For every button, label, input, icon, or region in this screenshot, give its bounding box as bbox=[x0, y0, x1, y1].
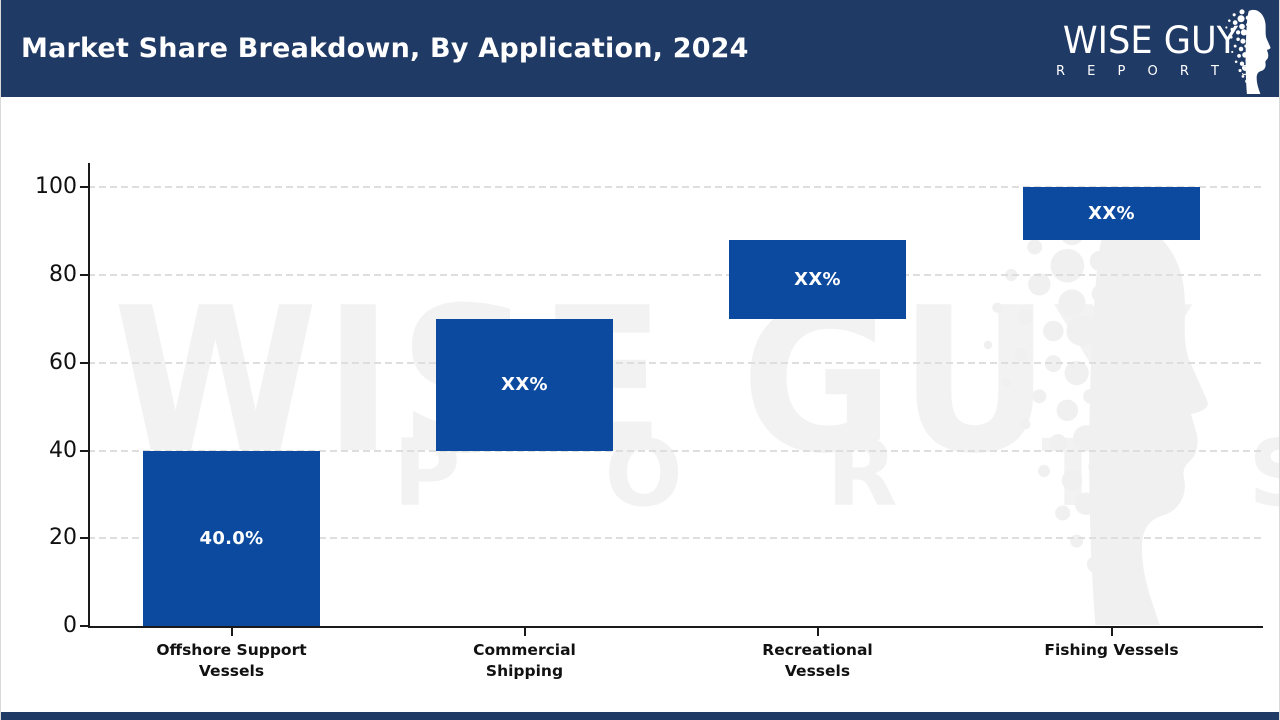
header-bar: Market Share Breakdown, By Application, … bbox=[1, 0, 1279, 97]
waterfall-bar: XX% bbox=[1023, 187, 1200, 241]
y-gridline bbox=[88, 361, 1263, 364]
y-tick-label: 60 bbox=[49, 349, 77, 375]
x-category-label: Fishing Vessels bbox=[1002, 640, 1222, 661]
x-category-label-line: Vessels bbox=[784, 661, 851, 680]
y-tick-label: 100 bbox=[35, 174, 77, 200]
y-tick-label: 40 bbox=[49, 437, 77, 463]
bar-value-label: XX% bbox=[794, 269, 841, 290]
y-tick-label: 0 bbox=[63, 613, 77, 638]
brand-wordmark: WISE GUY bbox=[1062, 19, 1239, 62]
x-category-label-line: Shipping bbox=[485, 661, 564, 680]
waterfall-bar: XX% bbox=[436, 318, 613, 451]
y-tick-label: 20 bbox=[49, 525, 77, 551]
brand-logo-text: WISE GUY R E P O R T S bbox=[1053, 19, 1259, 79]
y-gridline bbox=[88, 186, 1263, 189]
brand-face-icon bbox=[1223, 9, 1271, 94]
y-gridline bbox=[88, 537, 1263, 540]
x-tick-mark bbox=[816, 628, 819, 636]
x-tick-mark bbox=[1110, 628, 1113, 636]
x-tick-mark bbox=[230, 628, 233, 636]
x-tick-mark bbox=[523, 628, 526, 636]
y-tick-mark bbox=[80, 274, 88, 277]
y-tick-mark bbox=[80, 449, 88, 452]
y-tick-mark bbox=[80, 186, 88, 189]
x-category-label-line: Recreational bbox=[762, 641, 873, 659]
x-category-label-line: Vessels bbox=[198, 661, 265, 680]
y-tick-mark bbox=[80, 625, 88, 627]
waterfall-bar: 40.0% bbox=[143, 450, 320, 626]
y-gridline bbox=[88, 449, 1263, 452]
y-gridline bbox=[88, 274, 1263, 277]
brand-logo: WISE GUY R E P O R T S bbox=[1023, 4, 1273, 94]
y-tick-mark bbox=[80, 537, 88, 540]
x-category-label: Offshore Support Vessels bbox=[122, 640, 342, 682]
x-category-label-line: Offshore Support bbox=[156, 641, 307, 659]
bar-value-label: XX% bbox=[501, 374, 548, 396]
waterfall-bar: XX% bbox=[729, 240, 906, 319]
watermark-face-logo bbox=[983, 220, 1208, 625]
bar-value-label: XX% bbox=[1088, 203, 1135, 225]
brand-subtitle: R E P O R T S bbox=[1056, 63, 1259, 79]
chart-title: Market Share Breakdown, By Application, … bbox=[21, 33, 749, 64]
x-category-label-line: Commercial bbox=[473, 641, 576, 659]
y-tick-mark bbox=[80, 361, 88, 364]
bar-value-label: 40.0% bbox=[199, 527, 264, 549]
footer-bar bbox=[1, 712, 1279, 720]
y-axis-line bbox=[88, 163, 90, 628]
x-category-label: Commercial Shipping bbox=[415, 640, 635, 682]
x-axis-line bbox=[88, 626, 1263, 628]
y-tick-label: 80 bbox=[49, 262, 77, 288]
x-category-label: Recreational Vessels bbox=[708, 640, 928, 682]
x-category-label-line: Fishing Vessels bbox=[1044, 641, 1179, 659]
